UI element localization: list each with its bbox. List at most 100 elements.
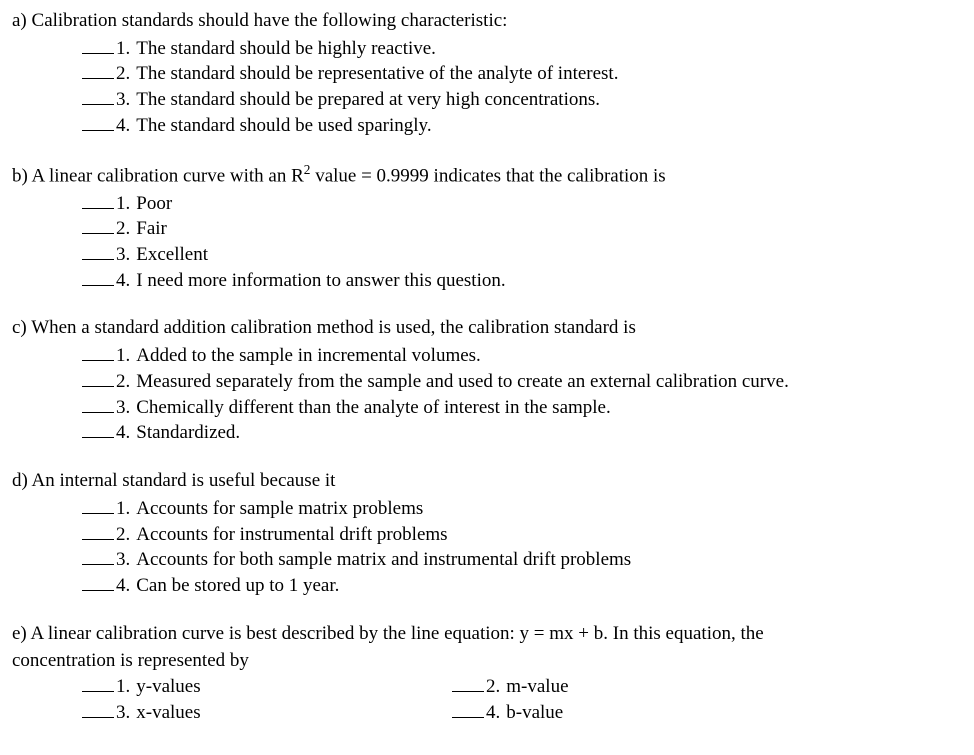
option-text: Can be stored up to 1 year. <box>136 573 339 599</box>
question-e-stem: e) A linear calibration curve is best de… <box>12 621 962 647</box>
option-number: 3. <box>116 547 130 573</box>
answer-blank[interactable] <box>82 87 114 105</box>
option-row: 2. Fair <box>82 216 962 242</box>
option-grid-row: 3. x-values 4. b-value <box>82 700 962 726</box>
option-row: 4. I need more information to answer thi… <box>82 268 962 294</box>
answer-blank[interactable] <box>82 36 114 54</box>
option-number: 3. <box>116 395 130 421</box>
answer-blank[interactable] <box>82 242 114 260</box>
answer-blank[interactable] <box>82 61 114 79</box>
question-a: a) Calibration standards should have the… <box>12 8 962 139</box>
question-c-options: 1. Added to the sample in incremental vo… <box>82 343 962 446</box>
option-number: 4. <box>486 700 500 726</box>
answer-blank[interactable] <box>82 700 114 718</box>
option-row: 3. Chemically different than the analyte… <box>82 395 962 421</box>
question-b-stem: b) A linear calibration curve with an R2… <box>12 161 962 189</box>
option-cell: 2. m-value <box>452 674 822 700</box>
question-a-label: a) <box>12 10 27 31</box>
option-number: 2. <box>486 674 500 700</box>
question-e-stem-line2: concentration is represented by <box>12 648 962 674</box>
answer-blank[interactable] <box>82 216 114 234</box>
option-text: y-values <box>136 674 200 700</box>
option-row: 1. The standard should be highly reactiv… <box>82 36 962 62</box>
answer-blank[interactable] <box>82 369 114 387</box>
option-number: 1. <box>116 674 130 700</box>
answer-blank[interactable] <box>452 674 484 692</box>
option-text: The standard should be representative of… <box>136 61 618 87</box>
question-a-stem-text: Calibration standards should have the fo… <box>32 10 508 31</box>
option-number: 2. <box>116 522 130 548</box>
option-text: x-values <box>136 700 200 726</box>
option-number: 4. <box>116 113 130 139</box>
option-number: 4. <box>116 268 130 294</box>
option-row: 4. Standardized. <box>82 420 962 446</box>
option-text: Accounts for sample matrix problems <box>136 496 423 522</box>
option-text: m-value <box>506 674 568 700</box>
question-d-stem-text: An internal standard is useful because i… <box>32 470 336 491</box>
question-e: e) A linear calibration curve is best de… <box>12 621 962 726</box>
answer-blank[interactable] <box>82 343 114 361</box>
option-text: Accounts for both sample matrix and inst… <box>136 547 631 573</box>
answer-blank[interactable] <box>82 496 114 514</box>
answer-blank[interactable] <box>82 547 114 565</box>
answer-blank[interactable] <box>452 700 484 718</box>
option-text: I need more information to answer this q… <box>136 268 505 294</box>
question-b-options: 1. Poor 2. Fair 3. Excellent 4. I need m… <box>82 191 962 294</box>
option-row: 2. The standard should be representative… <box>82 61 962 87</box>
question-c-label: c) <box>12 317 27 338</box>
question-b-label: b) <box>12 165 28 186</box>
question-b-stem-post: value = 0.9999 indicates that the calibr… <box>310 165 665 186</box>
option-text: Standardized. <box>136 420 240 446</box>
option-number: 4. <box>116 573 130 599</box>
option-row: 3. Excellent <box>82 242 962 268</box>
question-a-stem: a) Calibration standards should have the… <box>12 8 962 34</box>
answer-blank[interactable] <box>82 113 114 131</box>
question-d-stem: d) An internal standard is useful becaus… <box>12 468 962 494</box>
question-e-stem-line1: A linear calibration curve is best descr… <box>30 623 763 644</box>
option-cell: 3. x-values <box>82 700 452 726</box>
question-e-options: 1. y-values 2. m-value 3. x-values 4. b-… <box>82 674 962 725</box>
option-text: The standard should be used sparingly. <box>136 113 431 139</box>
option-row: 3. Accounts for both sample matrix and i… <box>82 547 962 573</box>
question-c: c) When a standard addition calibration … <box>12 315 962 446</box>
answer-blank[interactable] <box>82 268 114 286</box>
option-number: 2. <box>116 216 130 242</box>
question-d: d) An internal standard is useful becaus… <box>12 468 962 599</box>
option-number: 2. <box>116 369 130 395</box>
option-grid-row: 1. y-values 2. m-value <box>82 674 962 700</box>
option-text: Poor <box>136 191 172 217</box>
option-row: 3. The standard should be prepared at ve… <box>82 87 962 113</box>
question-a-options: 1. The standard should be highly reactiv… <box>82 36 962 139</box>
option-number: 1. <box>116 343 130 369</box>
answer-blank[interactable] <box>82 420 114 438</box>
option-row: 1. Accounts for sample matrix problems <box>82 496 962 522</box>
question-c-stem: c) When a standard addition calibration … <box>12 315 962 341</box>
answer-blank[interactable] <box>82 191 114 209</box>
option-row: 4. The standard should be used sparingly… <box>82 113 962 139</box>
option-text: The standard should be highly reactive. <box>136 36 436 62</box>
option-text: b-value <box>506 700 563 726</box>
option-text: Excellent <box>136 242 208 268</box>
answer-blank[interactable] <box>82 395 114 413</box>
answer-blank[interactable] <box>82 521 114 539</box>
option-number: 4. <box>116 420 130 446</box>
option-number: 3. <box>116 242 130 268</box>
option-number: 1. <box>116 496 130 522</box>
option-number: 3. <box>116 700 130 726</box>
answer-blank[interactable] <box>82 573 114 591</box>
question-d-options: 1. Accounts for sample matrix problems 2… <box>82 496 962 599</box>
option-text: The standard should be prepared at very … <box>136 87 600 113</box>
answer-blank[interactable] <box>82 674 114 692</box>
question-d-label: d) <box>12 470 28 491</box>
option-number: 1. <box>116 36 130 62</box>
option-number: 1. <box>116 191 130 217</box>
question-c-stem-text: When a standard addition calibration met… <box>31 317 636 338</box>
option-row: 4. Can be stored up to 1 year. <box>82 573 962 599</box>
option-text: Chemically different than the analyte of… <box>136 395 611 421</box>
option-text: Added to the sample in incremental volum… <box>136 343 481 369</box>
question-b-stem-pre: A linear calibration curve with an R <box>32 165 304 186</box>
option-cell: 1. y-values <box>82 674 452 700</box>
option-text: Fair <box>136 216 167 242</box>
option-number: 2. <box>116 61 130 87</box>
option-row: 2. Measured separately from the sample a… <box>82 369 962 395</box>
